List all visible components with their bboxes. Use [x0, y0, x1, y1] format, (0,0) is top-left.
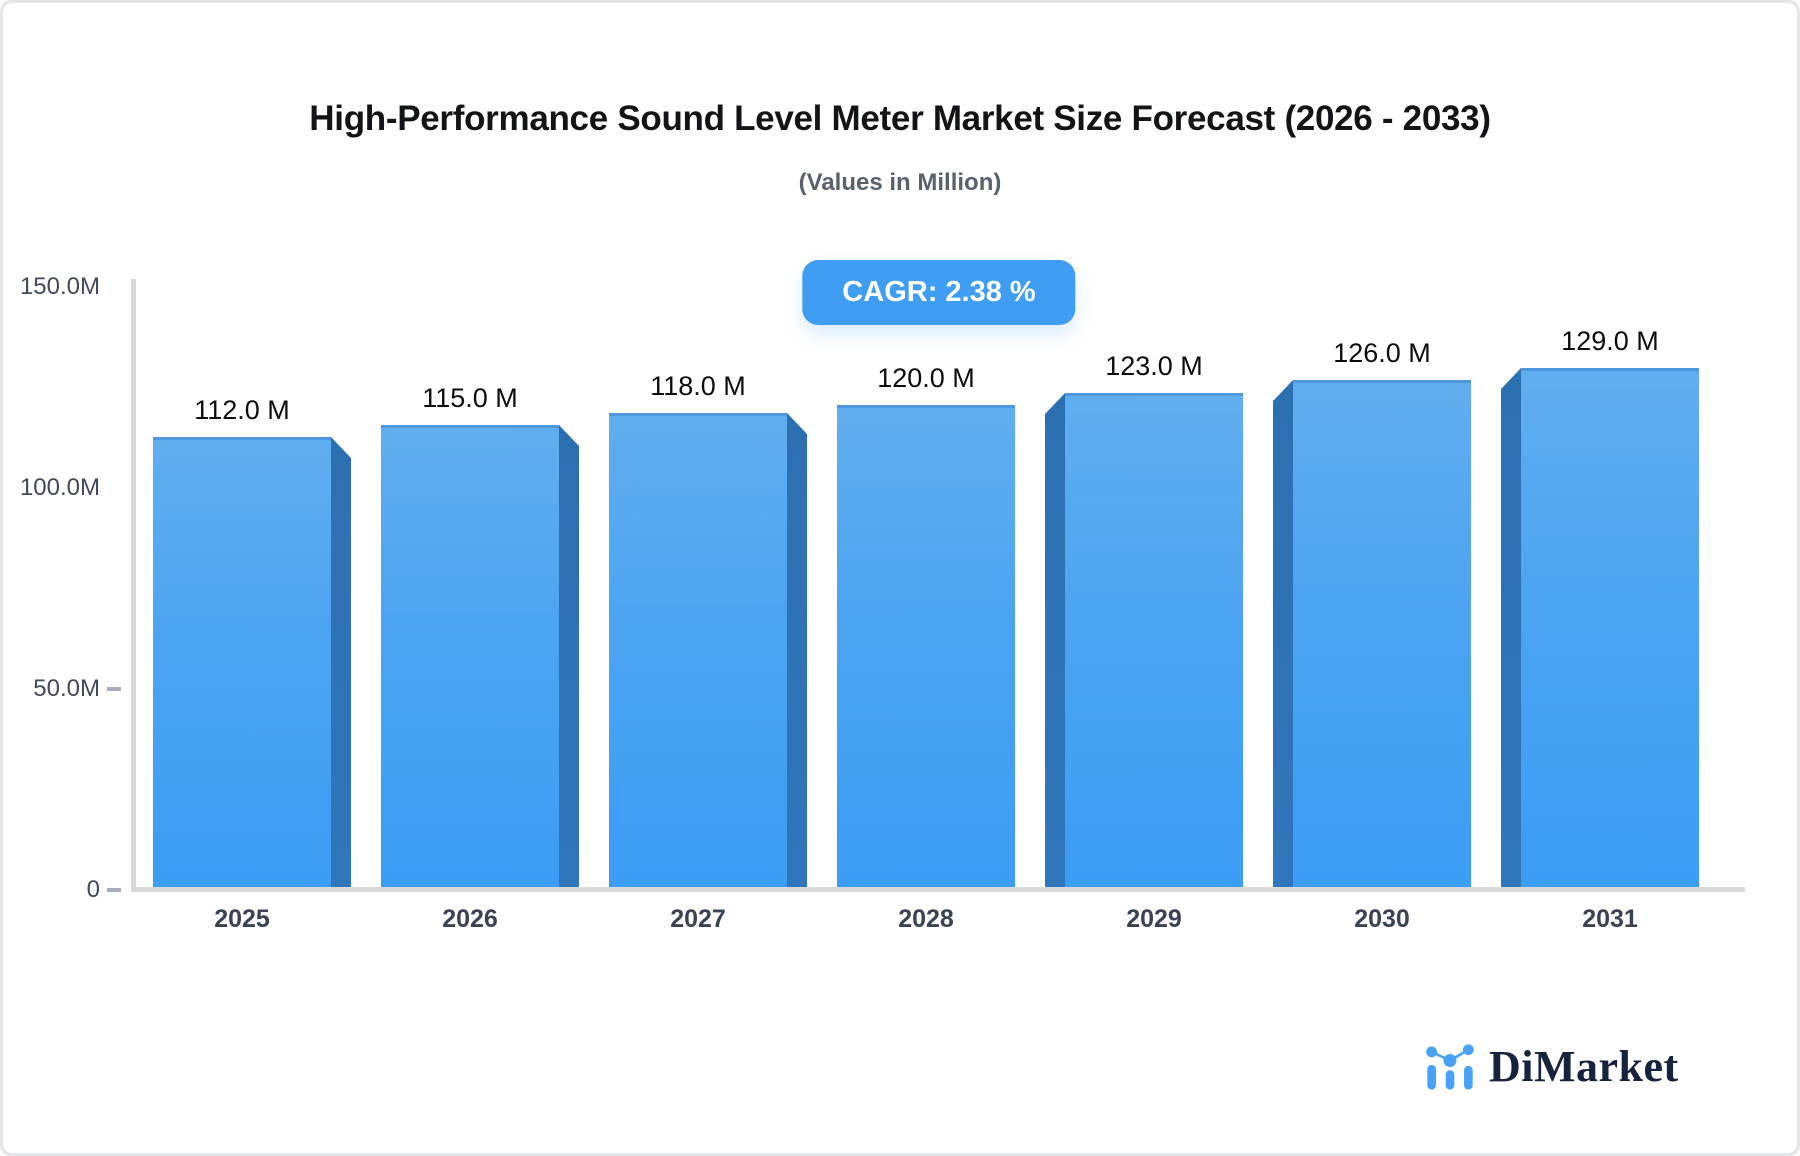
- y-tick-label: 150.0M: [19, 273, 100, 300]
- bar-value-label: 129.0 M: [1561, 326, 1659, 356]
- bar-value-label: 118.0 M: [650, 371, 746, 401]
- cagr-badge-label: CAGR: 2.38 %: [842, 276, 1036, 308]
- y-tick-label: 100.0M: [19, 474, 100, 501]
- y-tick-label: 50.0M: [33, 675, 100, 702]
- x-category-label: 2031: [1582, 905, 1638, 933]
- x-category-label: 2028: [898, 905, 954, 933]
- chart-title: High-Performance Sound Level Meter Marke…: [309, 99, 1491, 138]
- bar-value-label: 123.0 M: [1105, 351, 1203, 381]
- bar-2031: [1521, 368, 1699, 887]
- x-axis-baseline: [131, 887, 1745, 892]
- bar-2025: [153, 437, 331, 887]
- bar-3d-side-2027: [787, 413, 807, 887]
- chart-subtitle: (Values in Million): [798, 169, 1002, 196]
- x-category-label: 2025: [214, 905, 270, 933]
- bar-value-label: 126.0 M: [1333, 338, 1431, 368]
- dimarket-logo: DiMarket: [1423, 1041, 1679, 1092]
- y-tick-mark: [107, 687, 121, 691]
- bar-3d-side-2031: [1501, 368, 1521, 887]
- logo-text: DiMarket: [1489, 1042, 1679, 1091]
- bar-2029: [1065, 393, 1243, 887]
- y-axis-line: [131, 279, 136, 892]
- bar-2030: [1293, 380, 1471, 887]
- bar-2028: [837, 405, 1015, 887]
- bar-value-label: 120.0 M: [877, 363, 975, 393]
- y-tick-label: 0: [86, 876, 100, 903]
- bar-3d-side-2026: [559, 425, 579, 887]
- bar-3d-side-2029: [1045, 393, 1065, 887]
- cagr-badge: CAGR: 2.38 %: [802, 260, 1076, 325]
- bar-line-chart-logo-icon: [1426, 1043, 1474, 1090]
- x-category-label: 2027: [670, 905, 726, 933]
- bar-3d-side-2030: [1273, 380, 1293, 887]
- x-category-label: 2029: [1126, 905, 1182, 933]
- bar-3d-side-2025: [331, 437, 351, 887]
- y-tick-mark: [107, 888, 121, 892]
- x-category-label: 2026: [442, 905, 498, 933]
- bar-2027: [609, 413, 787, 887]
- x-category-label: 2030: [1354, 905, 1410, 933]
- bar-value-label: 115.0 M: [422, 383, 518, 413]
- bar-2026: [381, 425, 559, 887]
- bar-value-label: 112.0 M: [194, 395, 290, 425]
